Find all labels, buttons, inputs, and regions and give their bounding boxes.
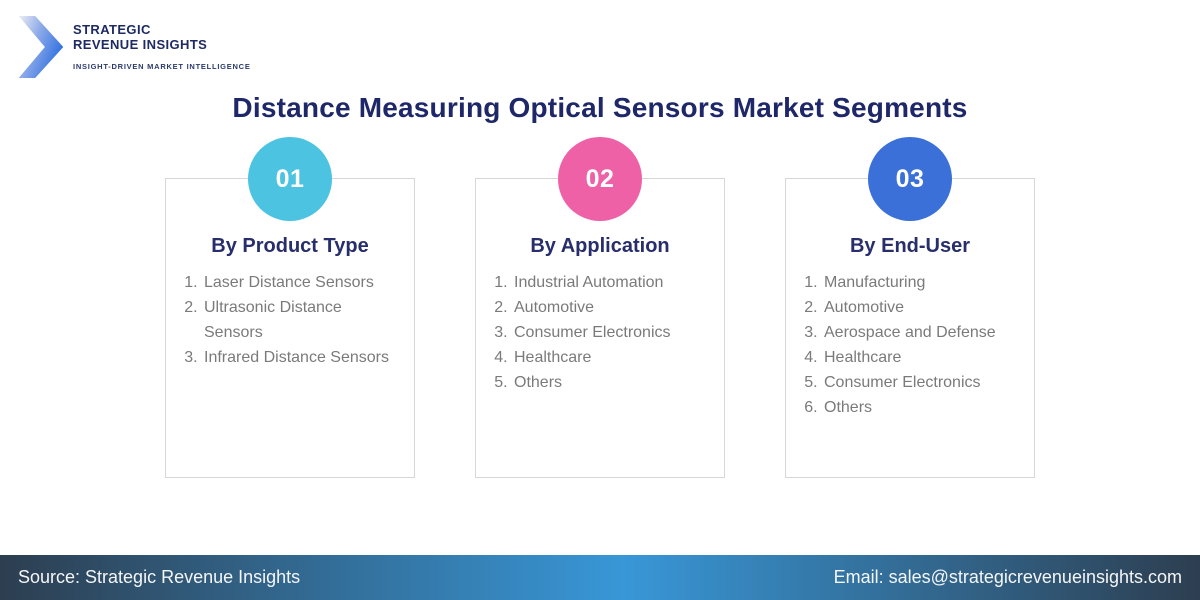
page-title: Distance Measuring Optical Sensors Marke… <box>232 92 968 123</box>
card-heading: By Product Type <box>211 235 369 257</box>
card-number-badge: 03 <box>868 137 952 221</box>
list-item: Others <box>512 370 714 395</box>
list-item: Automotive <box>512 295 714 320</box>
list-item: Aerospace and Defense <box>822 320 1024 345</box>
card-number-badge: 01 <box>248 137 332 221</box>
card-by-application: 02 By Application Industrial Automation … <box>475 137 725 478</box>
card-heading: By Application <box>530 235 670 257</box>
brand-logo: STRATEGIC REVENUE INSIGHTS INSIGHT-DRIVE… <box>18 16 251 78</box>
list-item: Healthcare <box>822 345 1024 370</box>
list-item: Consumer Electronics <box>512 320 714 345</box>
list-item: Industrial Automation <box>512 270 714 295</box>
list-item: Consumer Electronics <box>822 370 1024 395</box>
card-heading: By End-User <box>849 235 971 257</box>
card-by-end-user: 03 By End-User Manufacturing Automotive … <box>785 137 1035 478</box>
card-number-badge: 02 <box>558 137 642 221</box>
card-by-product-type: 01 By Product Type Laser Distance Sensor… <box>165 137 415 478</box>
list-item: Healthcare <box>512 345 714 370</box>
list-item: Infrared Distance Sensors <box>202 345 404 370</box>
logo-name-line1: STRATEGIC <box>73 22 151 38</box>
list-item: Others <box>822 395 1024 420</box>
logo-chevron-icon <box>18 16 64 78</box>
card-list: Laser Distance Sensors Ultrasonic Distan… <box>166 270 414 370</box>
footer-source: Source: Strategic Revenue Insights <box>18 567 301 587</box>
list-item: Ultrasonic Distance Sensors <box>202 295 404 345</box>
footer-email: Email: sales@strategicrevenueinsights.co… <box>833 567 1182 587</box>
card-list: Manufacturing Automotive Aerospace and D… <box>786 270 1034 420</box>
logo-name-line2: REVENUE INSIGHTS <box>73 37 208 52</box>
card-list: Industrial Automation Automotive Consume… <box>476 270 724 395</box>
segment-cards: 01 By Product Type Laser Distance Sensor… <box>165 137 1035 478</box>
logo-text: STRATEGIC REVENUE INSIGHTS INSIGHT-DRIVE… <box>73 22 251 71</box>
list-item: Laser Distance Sensors <box>202 270 404 295</box>
list-item: Automotive <box>822 295 1024 320</box>
footer-bar: Source: Strategic Revenue Insights Email… <box>0 555 1200 600</box>
list-item: Manufacturing <box>822 270 1024 295</box>
logo-tagline: INSIGHT-DRIVEN MARKET INTELLIGENCE <box>73 61 251 71</box>
